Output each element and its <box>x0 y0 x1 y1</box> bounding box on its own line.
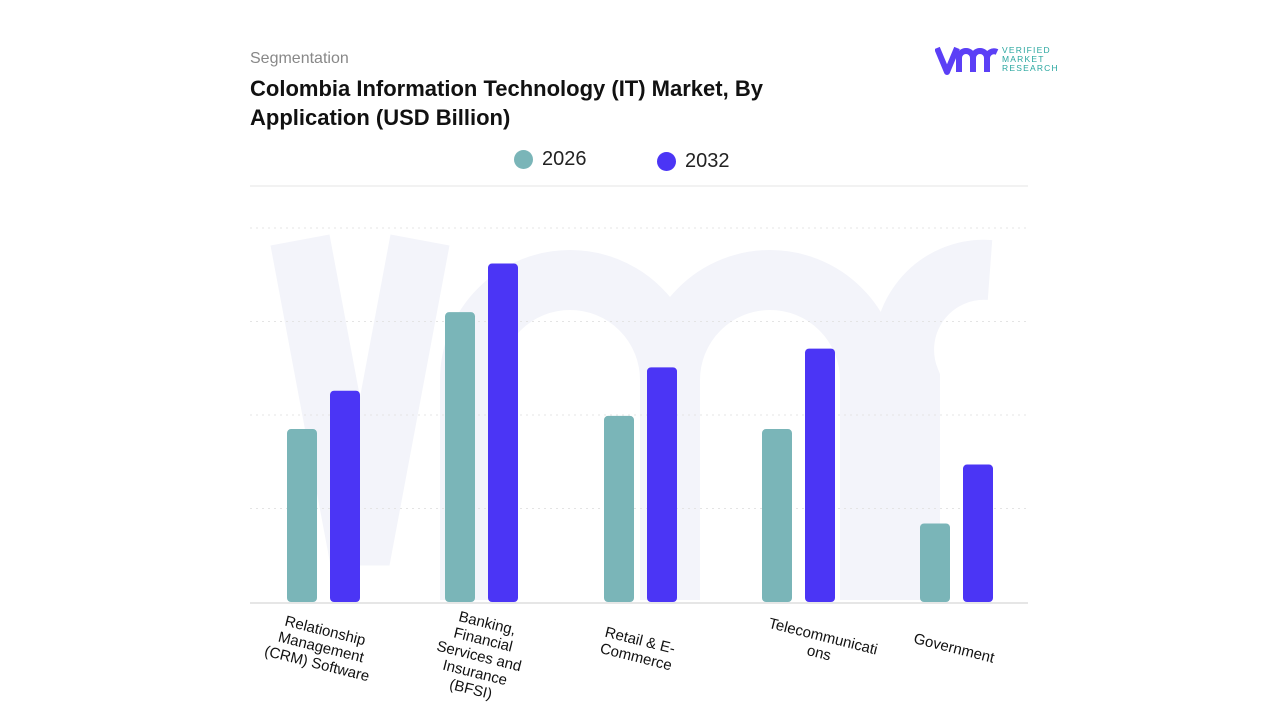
bar-2032-0 <box>330 390 360 602</box>
legend-label: 2032 <box>685 150 730 172</box>
legend-swatch <box>657 152 676 171</box>
bar-2026-1 <box>445 312 475 602</box>
bar-2026-2 <box>604 415 634 602</box>
legend-item-2032: 2032 <box>657 150 730 173</box>
chart-title: Colombia Information Technology (IT) Mar… <box>250 76 763 130</box>
bar-2026-0 <box>287 429 317 602</box>
bar-2032-1 <box>488 263 518 602</box>
segment-label: Segmentation <box>250 50 349 67</box>
watermark <box>270 234 993 600</box>
bar-2032-4 <box>963 464 993 602</box>
svg-text:RESEARCH: RESEARCH <box>1002 63 1059 73</box>
bar-2026-4 <box>920 523 950 602</box>
bar-2032-3 <box>805 348 835 602</box>
legend-swatch <box>514 150 533 169</box>
vmr-logo: VERIFIED MARKET RESEARCH <box>934 44 1060 81</box>
legend-item-2026: 2026 <box>514 148 587 171</box>
bar-2032-2 <box>647 367 677 602</box>
bar-2026-3 <box>762 429 792 602</box>
svg-text:MARKET: MARKET <box>1002 54 1045 64</box>
legend-label: 2026 <box>542 148 587 170</box>
svg-text:VERIFIED: VERIFIED <box>1002 45 1051 55</box>
